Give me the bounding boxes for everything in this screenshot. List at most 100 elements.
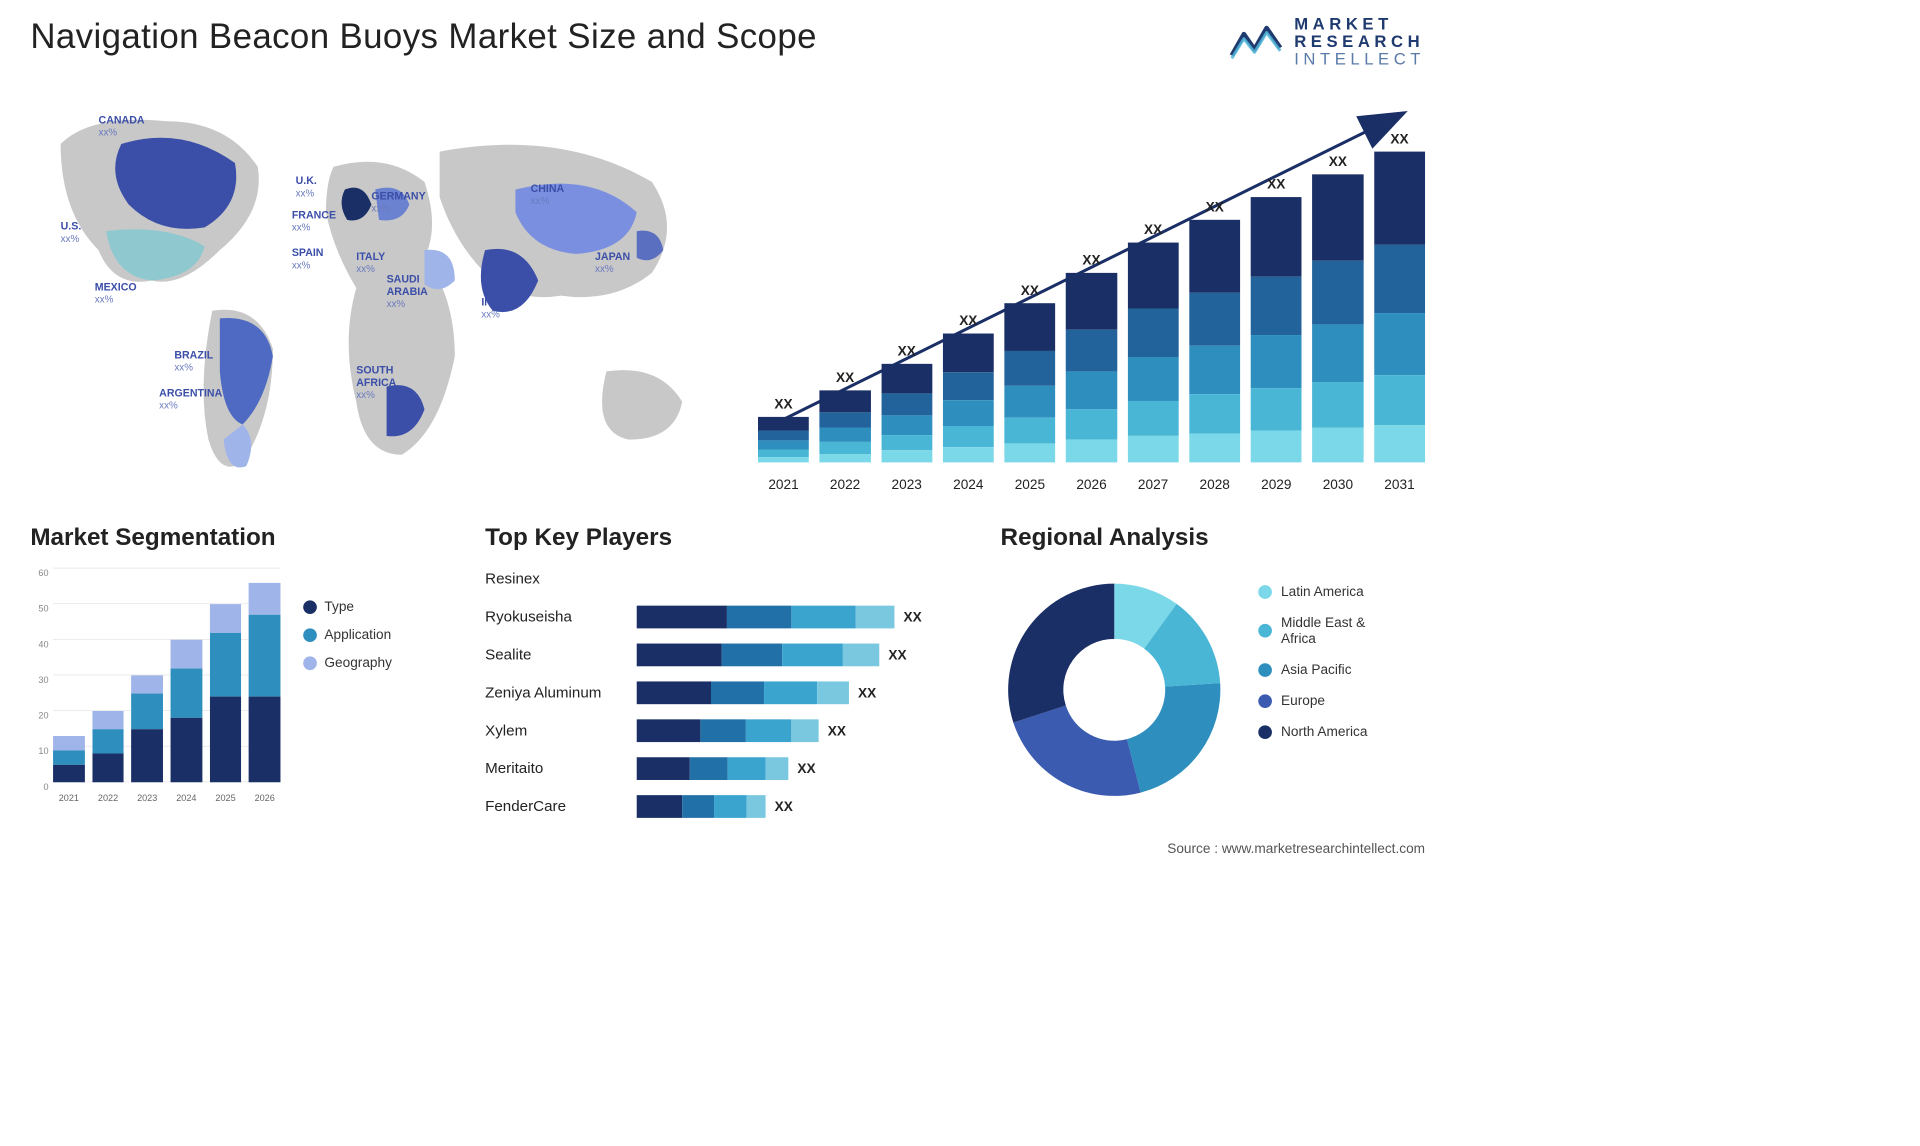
key-player-row: Xylem XX [485, 717, 955, 744]
key-player-row: Ryokuseisha XX [485, 603, 955, 630]
map-label: SOUTHAFRICAxx% [356, 364, 396, 401]
segmentation-xaxis-label: 2024 [171, 793, 203, 804]
regional-panel: Regional Analysis Latin AmericaMiddle Ea… [1001, 523, 1425, 826]
growth-xaxis-label: 2021 [758, 477, 809, 493]
growth-bar-value: XX [836, 370, 854, 386]
page-title: Navigation Beacon Buoys Market Size and … [30, 15, 817, 56]
growth-bar-value: XX [1144, 222, 1162, 238]
map-label: FRANCExx% [292, 208, 336, 233]
growth-bar-value: XX [959, 313, 977, 329]
segmentation-bar [249, 583, 281, 782]
map-label: ARGENTINAxx% [159, 387, 222, 412]
growth-bar-value: XX [1267, 177, 1285, 193]
growth-bar: XX [820, 370, 871, 462]
key-player-name: Resinex [485, 570, 637, 587]
key-player-row: Resinex [485, 565, 955, 592]
world-map-panel: CANADAxx% U.S.xx% MEXICOxx% BRAZILxx% ARGENT… [30, 99, 712, 493]
key-player-name: FenderCare [485, 798, 637, 815]
map-label: CANADAxx% [99, 114, 145, 139]
header: Navigation Beacon Buoys Market Size and … [30, 15, 1425, 68]
key-player-value: XX [828, 723, 846, 739]
growth-bar: XX [881, 343, 932, 462]
segmentation-legend: TypeApplicationGeography [303, 599, 392, 683]
growth-xaxis-label: 2022 [820, 477, 871, 493]
growth-bar-value: XX [1390, 131, 1408, 147]
map-label: U.K.xx% [296, 174, 317, 199]
map-label: JAPANxx% [595, 250, 630, 275]
segmentation-heading: Market Segmentation [30, 523, 454, 551]
key-player-name: Sealite [485, 646, 637, 663]
key-player-name: Xylem [485, 722, 637, 739]
logo-text-3: INTELLECT [1294, 50, 1425, 68]
logo-icon [1229, 22, 1284, 61]
map-label: MEXICOxx% [95, 280, 137, 305]
key-player-name: Ryokuseisha [485, 608, 637, 625]
growth-xaxis-label: 2024 [943, 477, 994, 493]
key-player-value: XX [904, 609, 922, 625]
segmentation-xaxis-label: 2025 [210, 793, 242, 804]
key-player-name: Zeniya Aluminum [485, 684, 637, 701]
logo-text-1: MARKET [1294, 15, 1425, 33]
growth-bar: XX [1189, 199, 1240, 462]
segmentation-legend-item: Application [303, 627, 392, 643]
segmentation-bar [53, 736, 85, 782]
growth-bar: XX [1312, 154, 1363, 462]
key-player-value: XX [775, 799, 793, 815]
growth-xaxis-label: 2029 [1251, 477, 1302, 493]
map-label: INDIAxx% [481, 296, 510, 321]
segmentation-xaxis-label: 2026 [249, 793, 281, 804]
brand-logo: MARKET RESEARCH INTELLECT [1229, 15, 1425, 68]
map-label: SAUDIARABIAxx% [387, 273, 428, 310]
map-label: GERMANYxx% [371, 190, 425, 215]
regional-legend-item: Europe [1258, 693, 1367, 709]
growth-bar: XX [758, 396, 809, 462]
regional-legend-item: Latin America [1258, 584, 1367, 600]
growth-xaxis-label: 2025 [1004, 477, 1055, 493]
segmentation-legend-item: Type [303, 599, 392, 615]
growth-bar-value: XX [774, 396, 792, 412]
segmentation-bar [171, 640, 203, 782]
donut-slice [1127, 683, 1220, 792]
map-label: CHINAxx% [531, 182, 565, 207]
donut-slice [1008, 584, 1114, 723]
segmentation-bar [131, 675, 163, 782]
key-player-row: Sealite XX [485, 641, 955, 668]
growth-xaxis-label: 2026 [1066, 477, 1117, 493]
growth-chart: XX XX XX XX XX XX XX XX XX XX XX 2021 2022 2023 2024 2… [758, 99, 1425, 493]
key-player-row: MeritaitoXX [485, 755, 955, 782]
regional-legend-item: Middle East &Africa [1258, 615, 1367, 647]
growth-xaxis-label: 2027 [1128, 477, 1179, 493]
key-players-panel: Top Key Players ResinexRyokuseishaXXSeal… [485, 523, 955, 826]
key-player-value: XX [888, 647, 906, 663]
regional-legend-item: North America [1258, 724, 1367, 740]
key-player-row: FenderCare XX [485, 793, 955, 820]
regional-legend: Latin America Middle East &Africa Asia Pac… [1258, 584, 1367, 755]
key-player-value: XX [858, 685, 876, 701]
map-label: BRAZILxx% [174, 349, 213, 374]
growth-bar-value: XX [1021, 283, 1039, 299]
growth-bar: XX [1251, 177, 1302, 463]
segmentation-bar [210, 604, 242, 782]
growth-xaxis-label: 2031 [1374, 477, 1425, 493]
growth-bar-value: XX [1082, 252, 1100, 268]
growth-bar: XX [1374, 131, 1425, 462]
segmentation-chart: 0102030405060 202120222023202420252026 [30, 569, 280, 804]
segmentation-xaxis-label: 2023 [131, 793, 163, 804]
map-label: U.S.xx% [61, 220, 82, 245]
segmentation-bar [92, 711, 124, 782]
segmentation-xaxis-label: 2022 [92, 793, 124, 804]
segmentation-panel: Market Segmentation 0102030405060 202120… [30, 523, 454, 826]
growth-bar-value: XX [898, 343, 916, 359]
growth-xaxis-label: 2030 [1312, 477, 1363, 493]
growth-bar: XX [1004, 283, 1055, 463]
growth-xaxis-label: 2028 [1189, 477, 1240, 493]
growth-bar-value: XX [1329, 154, 1347, 170]
key-player-row: Zeniya Aluminum XX [485, 679, 955, 706]
regional-legend-item: Asia Pacific [1258, 662, 1367, 678]
map-label: SPAINxx% [292, 246, 324, 271]
growth-bar: XX [1066, 252, 1117, 462]
key-player-value: XX [797, 761, 815, 777]
growth-xaxis-label: 2023 [881, 477, 932, 493]
growth-bar: XX [1128, 222, 1179, 462]
segmentation-xaxis-label: 2021 [53, 793, 85, 804]
